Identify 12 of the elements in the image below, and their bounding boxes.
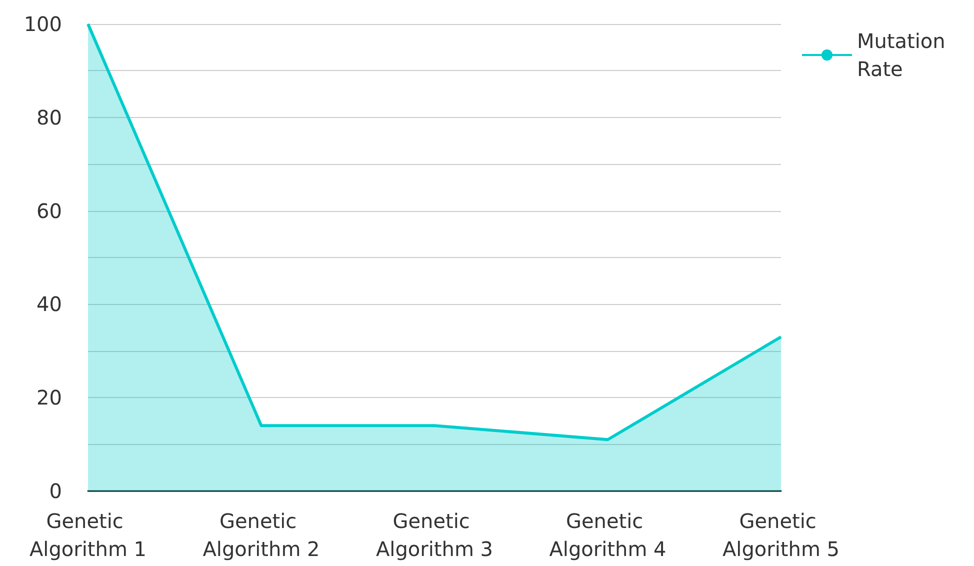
x-tick-label: Genetic Algorithm 1	[29, 509, 147, 561]
y-tick-label: 100	[24, 12, 62, 36]
x-tick-label: Genetic Algorithm 5	[722, 509, 840, 561]
x-tick-label: Genetic Algorithm 4	[549, 509, 666, 561]
x-tick-label: Genetic Algorithm 3	[376, 509, 494, 561]
y-tick-label: 40	[36, 292, 62, 316]
y-tick-label: 80	[36, 105, 62, 130]
y-tick-label: 60	[36, 198, 62, 223]
legend-label: Mutation Rate	[857, 29, 952, 81]
x-tick-label: Genetic Algorithm 2	[202, 509, 320, 561]
y-tick-label: 0	[49, 479, 62, 503]
y-tick-label: 20	[36, 386, 62, 410]
